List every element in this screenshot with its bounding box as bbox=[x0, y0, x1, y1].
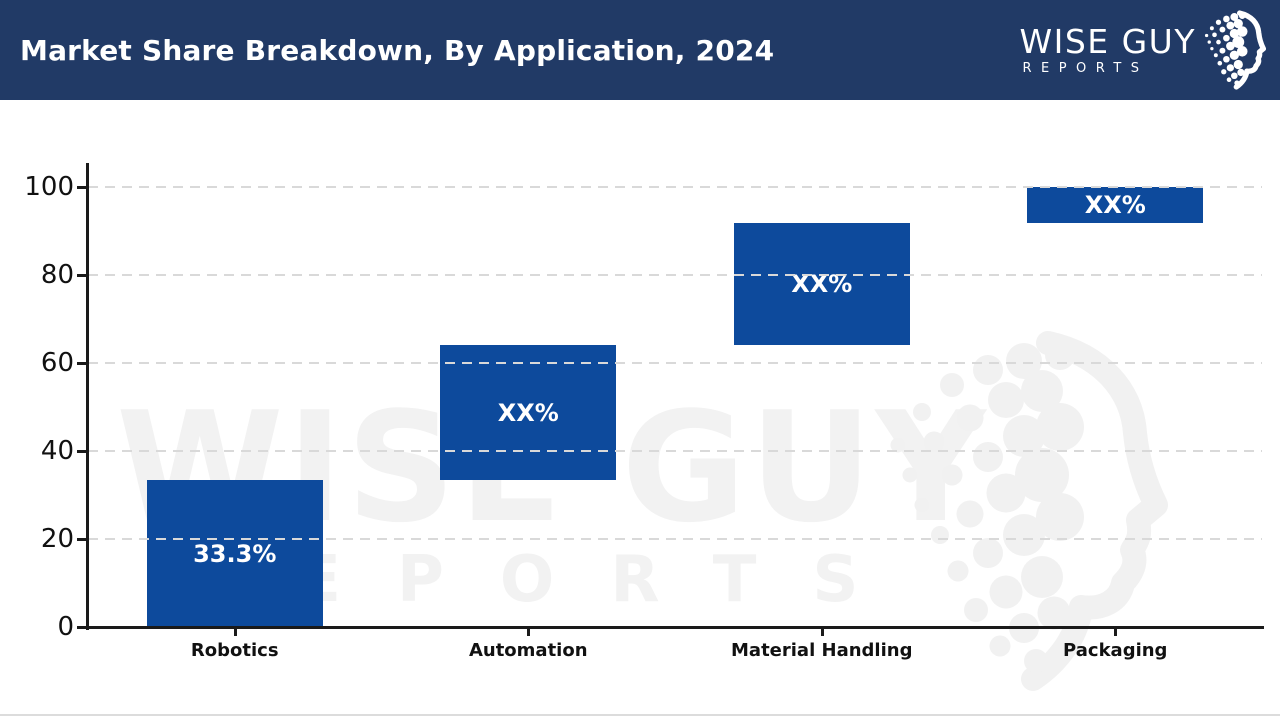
brand-head-icon bbox=[1200, 10, 1266, 90]
footer-divider bbox=[0, 714, 1280, 716]
y-tick-label: 60 bbox=[40, 348, 74, 378]
brand-logo-text: WISE GUY REPORTS bbox=[1019, 25, 1196, 75]
brand-name: WISE GUY bbox=[1019, 22, 1196, 61]
y-tick-label: 100 bbox=[24, 172, 74, 202]
y-tick-label: 20 bbox=[40, 524, 74, 554]
bar: XX% bbox=[440, 345, 617, 481]
header-bar: Market Share Breakdown, By Application, … bbox=[0, 0, 1280, 100]
x-tick-mark bbox=[233, 627, 237, 636]
grid-line bbox=[88, 274, 1262, 276]
brand-logo: WISE GUY REPORTS bbox=[1019, 10, 1266, 90]
grid-line bbox=[88, 450, 1262, 452]
watermark-head-icon bbox=[868, 330, 1168, 692]
y-tick-mark bbox=[77, 186, 88, 189]
x-axis-label: Automation bbox=[468, 640, 588, 661]
y-tick-mark bbox=[77, 274, 88, 277]
grid-line bbox=[88, 362, 1262, 364]
y-tick-mark bbox=[77, 626, 88, 629]
x-tick-mark bbox=[527, 627, 531, 636]
bar-value-label: XX% bbox=[497, 398, 559, 427]
y-tick-label: 40 bbox=[40, 436, 74, 466]
y-tick-mark bbox=[77, 538, 88, 541]
y-tick-label: 80 bbox=[40, 260, 74, 290]
x-axis-label: Robotics bbox=[190, 640, 279, 661]
x-axis-label: Material Handling bbox=[731, 640, 913, 661]
x-tick-mark bbox=[1114, 627, 1118, 636]
bar-value-label: 33.3% bbox=[193, 539, 277, 568]
page-title: Market Share Breakdown, By Application, … bbox=[20, 33, 775, 67]
bar: XX% bbox=[733, 222, 910, 346]
chart-area: WISE GUY REPORTS 0 20 40 60 80 100 33.3% Roboti… bbox=[0, 100, 1280, 714]
grid-line bbox=[88, 538, 1262, 540]
y-tick-mark bbox=[77, 362, 88, 365]
brand-subname: REPORTS bbox=[1022, 61, 1149, 76]
y-tick-label: 0 bbox=[57, 612, 74, 642]
grid-line bbox=[88, 186, 1262, 188]
bar: 33.3% bbox=[146, 480, 323, 627]
bar-value-label: XX% bbox=[1084, 190, 1146, 219]
x-axis-line bbox=[86, 626, 1264, 629]
y-tick-mark bbox=[77, 450, 88, 453]
bar: XX% bbox=[1027, 187, 1204, 223]
y-axis-line bbox=[86, 163, 89, 630]
x-tick-mark bbox=[820, 627, 824, 636]
x-axis-label: Packaging bbox=[1063, 640, 1168, 661]
